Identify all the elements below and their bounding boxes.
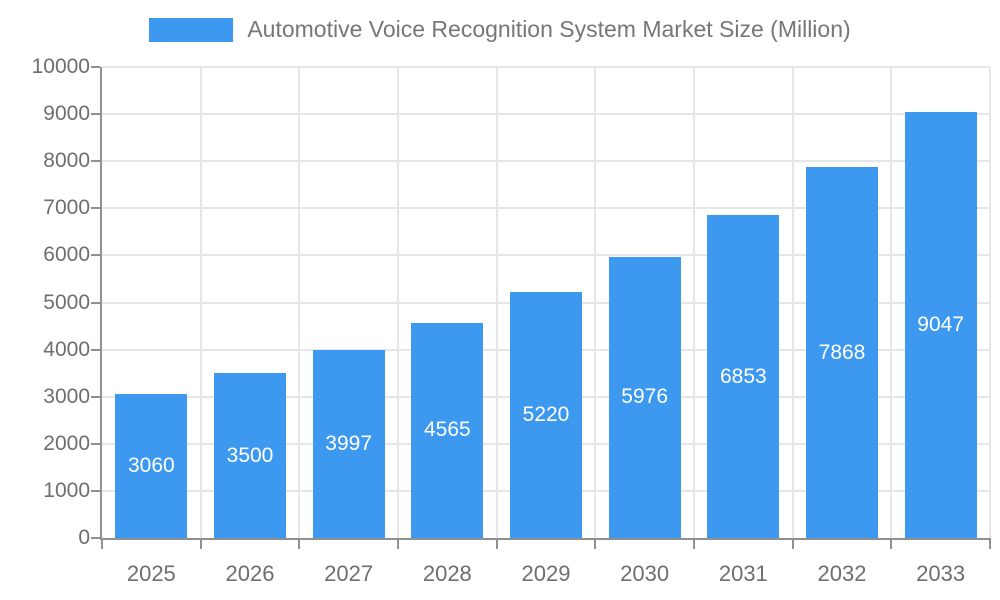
x-axis-label: 2027 bbox=[324, 561, 374, 586]
legend-swatch-icon bbox=[149, 17, 234, 42]
bar-value-label: 5220 bbox=[522, 403, 570, 427]
x-axis-tick bbox=[101, 538, 103, 549]
x-axis-tick bbox=[693, 538, 695, 549]
x-axis-line bbox=[100, 538, 990, 540]
x-axis-tick bbox=[890, 538, 893, 549]
y-axis-tick bbox=[91, 301, 100, 304]
x-axis-tick bbox=[594, 538, 597, 549]
y-axis-tick bbox=[91, 395, 100, 398]
bar-2026[interactable] bbox=[214, 373, 286, 538]
y-axis-tick bbox=[91, 160, 100, 163]
x-axis-tick bbox=[989, 538, 991, 549]
y-axis-label: 4000 bbox=[43, 337, 90, 361]
gridline-vertical bbox=[397, 67, 399, 538]
bar-value-label: 3997 bbox=[325, 431, 373, 455]
gridline-horizontal bbox=[102, 113, 990, 116]
gridline-vertical bbox=[199, 67, 202, 538]
x-axis-tick bbox=[397, 538, 399, 549]
x-axis-label: 2029 bbox=[521, 561, 571, 586]
y-axis-tick bbox=[91, 207, 100, 210]
gridline-horizontal bbox=[102, 254, 990, 257]
gridline-vertical bbox=[594, 67, 597, 538]
bar-value-label: 6853 bbox=[719, 364, 767, 388]
y-axis-label: 6000 bbox=[43, 243, 90, 267]
gridline-vertical bbox=[693, 67, 695, 538]
bar-2033[interactable] bbox=[904, 111, 977, 538]
x-axis-tick bbox=[791, 538, 794, 549]
gridline-vertical bbox=[298, 67, 301, 538]
bar-2028[interactable] bbox=[411, 323, 484, 538]
y-axis-tick bbox=[91, 66, 100, 68]
y-axis-label: 8000 bbox=[43, 149, 90, 173]
y-axis-tick bbox=[91, 537, 100, 539]
chart-legend[interactable]: Automotive Voice Recognition System Mark… bbox=[0, 16, 1000, 43]
gridline-horizontal bbox=[102, 66, 990, 68]
y-axis-tick bbox=[91, 113, 100, 116]
bar-value-label: 7868 bbox=[818, 340, 866, 364]
y-axis-label: 2000 bbox=[43, 431, 90, 455]
x-axis-label: 2033 bbox=[916, 561, 966, 586]
x-axis-label: 2026 bbox=[225, 561, 275, 586]
gridline-vertical bbox=[989, 67, 991, 538]
bar-2030[interactable] bbox=[608, 256, 681, 538]
x-axis-label: 2031 bbox=[718, 561, 768, 586]
gridline-vertical bbox=[890, 67, 893, 538]
bar-2025[interactable] bbox=[115, 393, 188, 538]
x-axis-tick bbox=[298, 538, 301, 549]
y-axis-tick bbox=[91, 254, 100, 257]
bar-value-label: 5976 bbox=[621, 385, 669, 409]
y-axis-label: 7000 bbox=[43, 196, 90, 220]
x-axis-label: 2028 bbox=[422, 561, 472, 586]
y-axis-label: 0 bbox=[78, 526, 90, 549]
y-axis-tick bbox=[91, 489, 100, 492]
bar-2029[interactable] bbox=[510, 292, 582, 538]
x-axis-tick bbox=[495, 538, 498, 549]
y-axis-label: 10000 bbox=[31, 55, 90, 78]
bar-2027[interactable] bbox=[312, 349, 385, 538]
bar-value-label: 3060 bbox=[127, 453, 175, 477]
bar-value-label: 3500 bbox=[226, 443, 274, 467]
gridline-horizontal bbox=[102, 207, 990, 210]
plot-area: 3060 3500 3997 4565 5220 5976 6853 7868 9047 bbox=[91, 66, 991, 549]
y-axis-line bbox=[100, 67, 102, 540]
y-axis-label: 3000 bbox=[43, 384, 90, 408]
bar-value-label: 4565 bbox=[423, 418, 471, 442]
x-axis-tick bbox=[199, 538, 202, 549]
y-axis-tick bbox=[91, 348, 100, 351]
gridline-vertical bbox=[495, 67, 498, 538]
gridline-horizontal bbox=[102, 160, 990, 163]
x-axis-label: 2025 bbox=[126, 561, 176, 586]
gridline-vertical bbox=[791, 67, 794, 538]
legend-label: Automotive Voice Recognition System Mark… bbox=[247, 16, 851, 42]
y-axis-label: 5000 bbox=[43, 290, 90, 314]
y-axis-tick bbox=[91, 442, 100, 445]
y-axis-label: 9000 bbox=[43, 102, 90, 126]
y-axis-label: 1000 bbox=[43, 478, 90, 502]
bar-2032[interactable] bbox=[806, 167, 878, 538]
bar-2031[interactable] bbox=[707, 215, 780, 538]
bar-value-label: 9047 bbox=[917, 312, 965, 336]
x-axis-label: 2032 bbox=[817, 561, 867, 586]
x-axis-label: 2030 bbox=[620, 561, 670, 586]
